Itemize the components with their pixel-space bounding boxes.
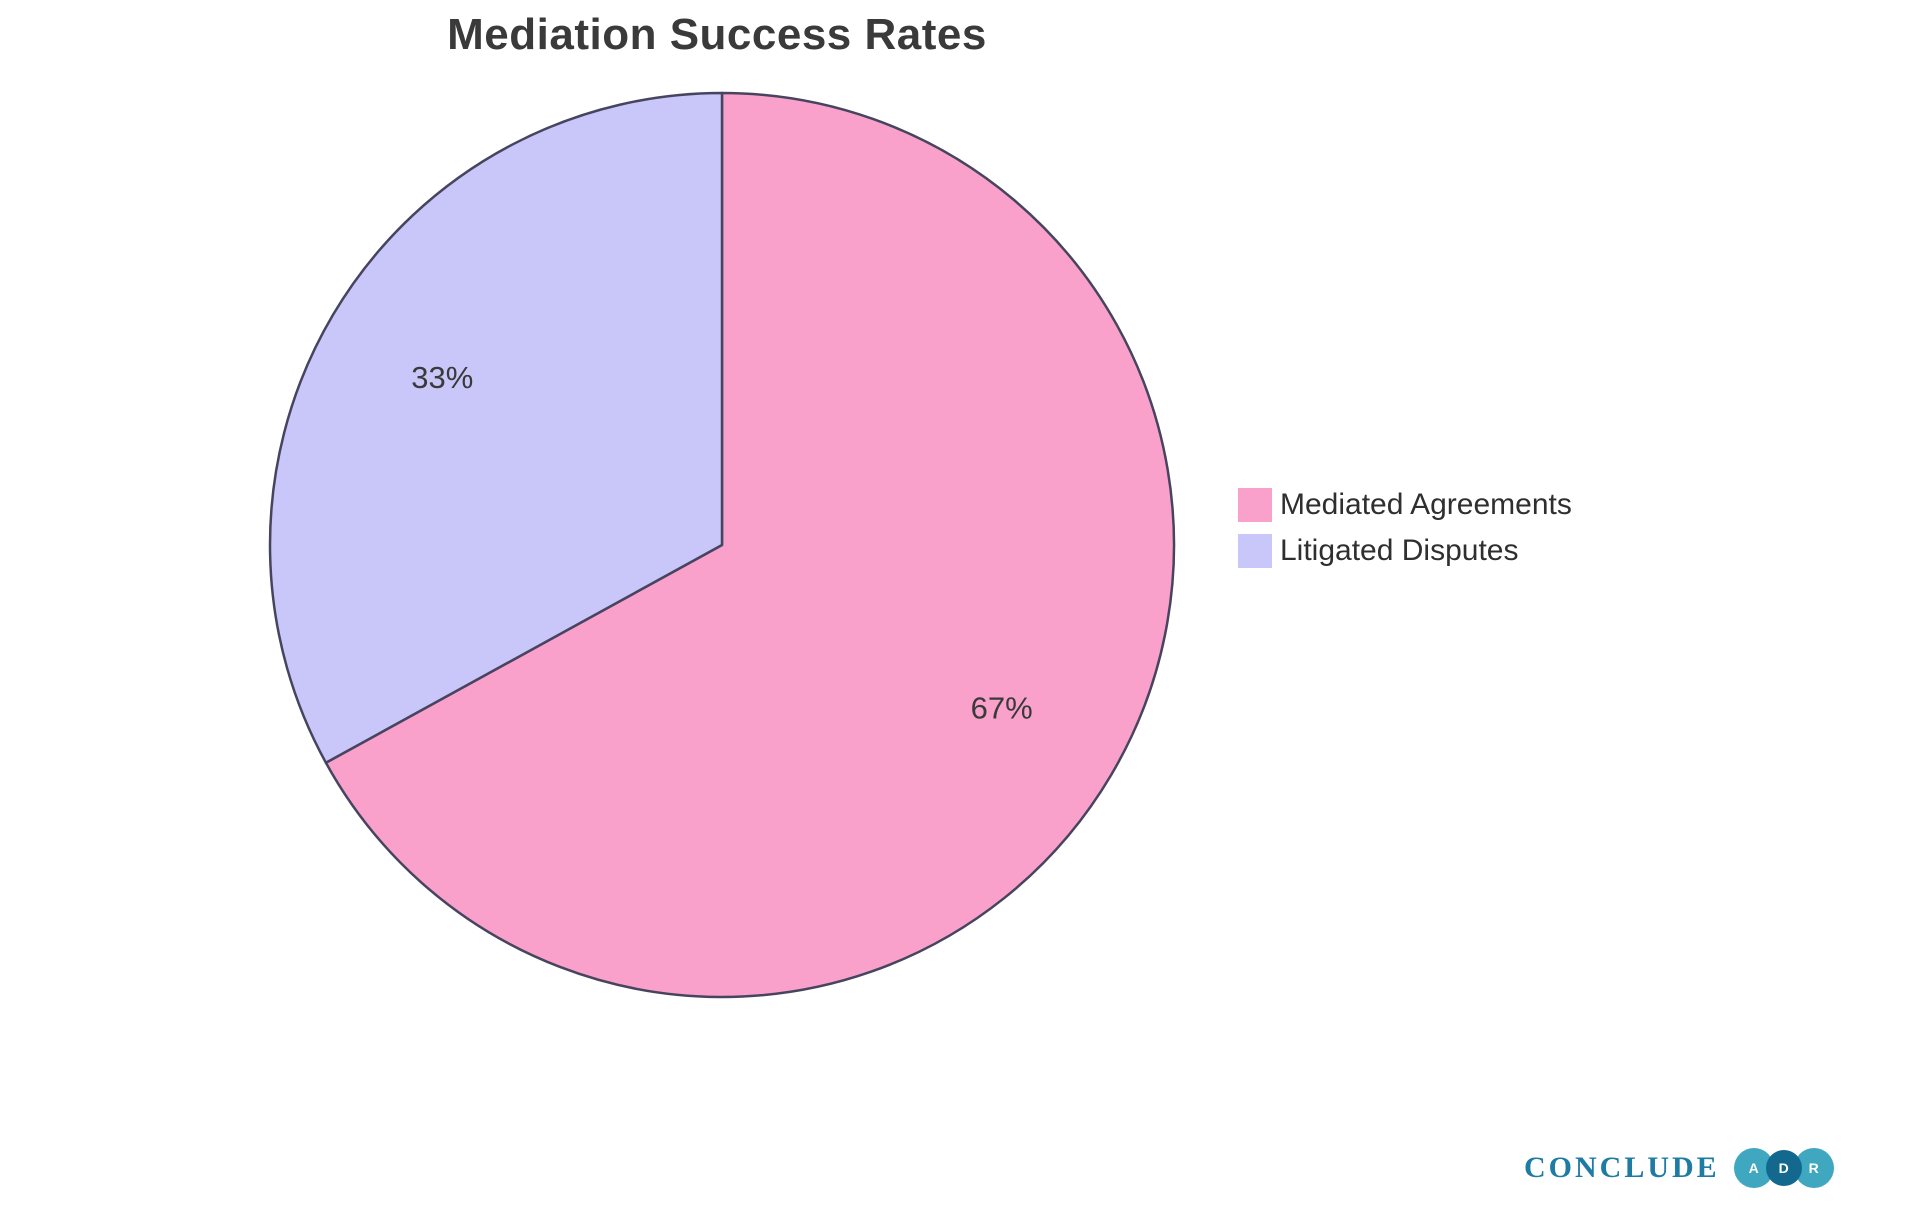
legend-swatch-mediated (1238, 488, 1272, 522)
chart-title: Mediation Success Rates (447, 10, 987, 59)
pie-slice-label-1: 33% (411, 360, 473, 395)
legend-item-mediated: Mediated Agreements (1238, 488, 1572, 522)
pie-slice-label-0: 67% (971, 691, 1033, 726)
legend-swatch-litigated (1238, 534, 1272, 568)
logo-badge-d: D (1765, 1150, 1802, 1186)
legend-label-mediated: Mediated Agreements (1280, 488, 1572, 521)
legend-item-litigated: Litigated Disputes (1238, 534, 1572, 568)
legend-label-litigated: Litigated Disputes (1280, 534, 1519, 567)
logo-wordmark: CONCLUDE (1524, 1151, 1720, 1184)
legend: Mediated Agreements Litigated Disputes (1238, 488, 1572, 568)
logo-badges: A D R (1733, 1148, 1834, 1188)
pie-slice-1 (268, 91, 724, 764)
pie-slice-0 (324, 91, 1176, 999)
brand-logo: CONCLUDE A D R (1524, 1148, 1834, 1188)
